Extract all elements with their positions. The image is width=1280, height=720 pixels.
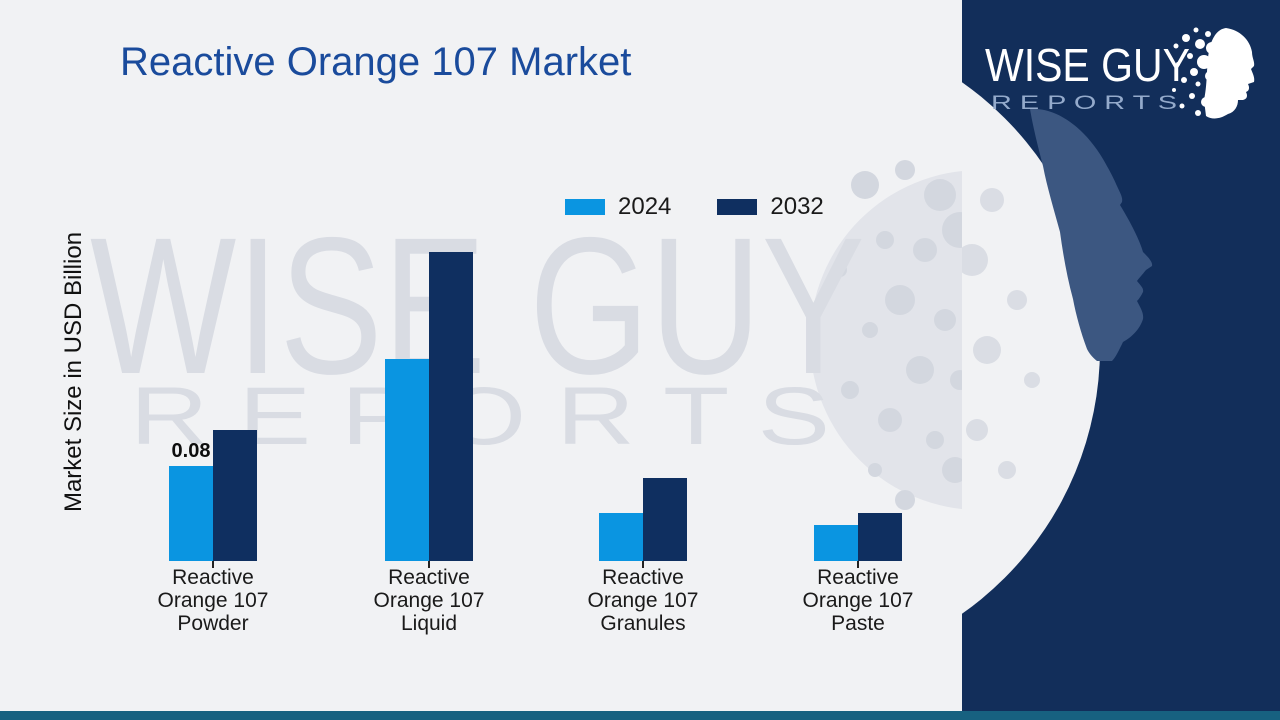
axis-tick (428, 561, 430, 568)
legend-label-2024: 2024 (618, 193, 672, 220)
watermark-wordmark: WISE GUY R E P O R T S (90, 215, 865, 462)
accent-strip (0, 711, 1280, 720)
axis-tick (857, 561, 859, 568)
legend-swatch-2032 (717, 199, 758, 215)
logo-text-line1: WISE GUY (985, 39, 1190, 90)
legend-item-2024: 2024 (565, 193, 671, 221)
brand-panel: WISE GUY R E P O R T S (962, 0, 1280, 720)
logo-text-line2: R E P O R T S (991, 92, 1177, 114)
category-label: Reactive Orange 107 Paste (802, 566, 914, 635)
legend-item-2032: 2032 (717, 193, 824, 221)
bar-2024-reactive-orange-107-granules (599, 513, 643, 561)
category-label: Reactive Orange 107 Powder (157, 566, 269, 635)
bar-2024-reactive-orange-107-powder (169, 466, 213, 561)
watermark-text-line1: WISE GUY (90, 215, 865, 415)
legend-swatch-2024 (565, 199, 605, 215)
axis-tick (642, 561, 644, 568)
bar-value-label: 0.08 (171, 440, 211, 462)
logo-wordmark: WISE GUY (985, 39, 1190, 90)
legend-label-2032: 2032 (770, 193, 824, 220)
bar-2032-reactive-orange-107-granules (643, 478, 687, 561)
logo-reports: R E P O R T S (991, 92, 1177, 114)
bar-2032-reactive-orange-107-powder (213, 430, 257, 561)
bar-2024-reactive-orange-107-liquid (385, 359, 429, 561)
bar-2024-reactive-orange-107-paste (814, 525, 858, 561)
axis-tick (212, 561, 214, 568)
bar-2032-reactive-orange-107-liquid (429, 252, 473, 561)
category-label: Reactive Orange 107 Liquid (373, 566, 485, 635)
category-label: Reactive Orange 107 Granules (587, 566, 699, 635)
page-title: Reactive Orange 107 Market (120, 40, 632, 84)
logo-face-icon (1172, 27, 1255, 119)
panel-dots-icon (962, 188, 1040, 479)
legend: 2024 2032 (565, 193, 824, 221)
brand-face-icon (1030, 108, 1153, 361)
bar-2032-reactive-orange-107-paste (858, 513, 902, 561)
